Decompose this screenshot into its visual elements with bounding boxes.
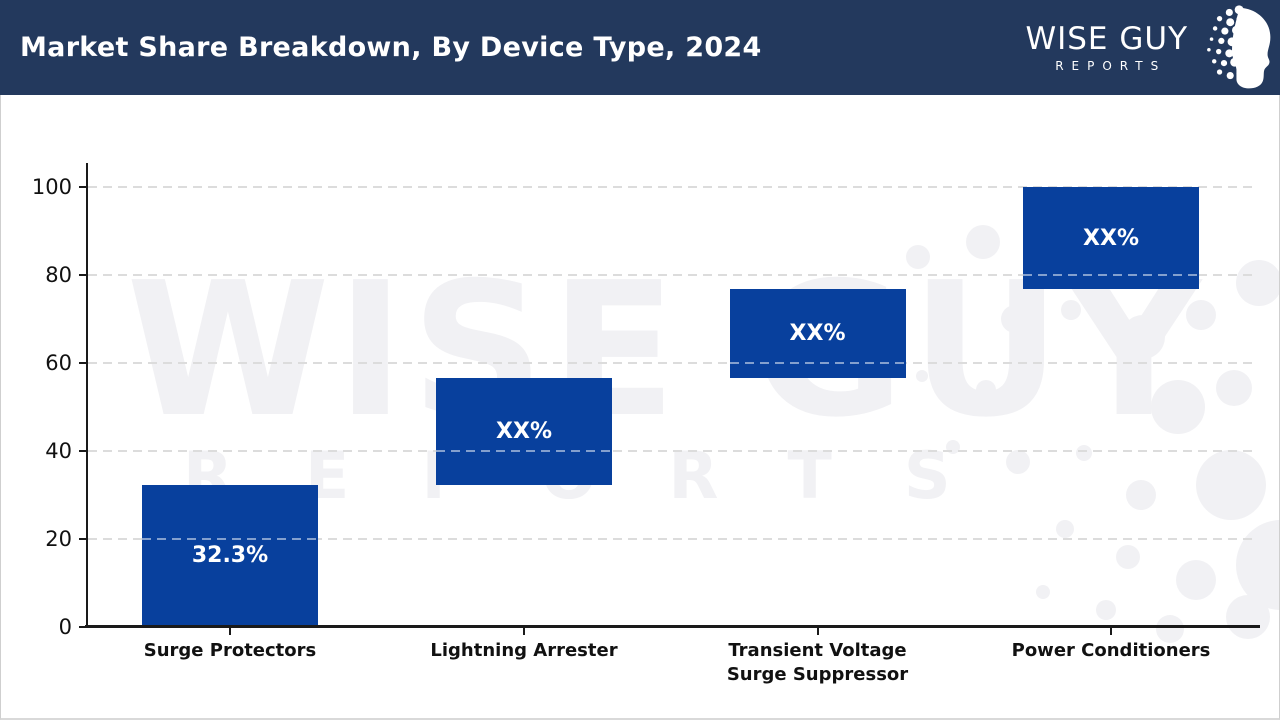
y-axis-tick-label: 20 [45,527,72,551]
category-label: Transient Voltage Surge Suppressor [726,640,909,686]
y-axis-tick [79,626,87,628]
bar-gridline-overlay [729,361,906,364]
y-axis-tick [79,362,87,364]
logo-subtext: REPORTS [1055,58,1167,73]
gridline [88,362,1258,364]
logo-wordmark: WISE GUY [1025,20,1188,57]
x-axis-tick [523,628,525,635]
bar-segment: XX% [1023,187,1199,290]
bar-value-label: XX% [789,321,846,347]
logo-text: WISE GUY REPORTS [1025,20,1188,73]
y-axis-tick-label: 40 [45,439,72,463]
bar-value-label: XX% [1083,225,1139,251]
x-axis-tick [229,628,231,635]
x-axis-tick [816,628,819,635]
wise-guy-logo: WISE GUY REPORTS [1025,4,1272,92]
gridline [88,450,1258,452]
chart-title: Market Share Breakdown, By Device Type, … [20,32,762,63]
category-label: Power Conditioners [1011,640,1211,661]
bar-gridline-overlay [436,449,612,452]
y-axis-tick-label: 100 [31,175,72,199]
watermark-wordmark: WISE GUY [126,242,1207,458]
bar-value-label: XX% [496,418,552,444]
y-axis-tick [79,186,87,188]
category-label: Lightning Arrester [430,640,618,661]
category-label: Surge Protectors [143,640,317,661]
x-axis-line [85,625,1260,628]
bar-segment: XX% [729,289,906,378]
logo-face-icon [1207,5,1271,89]
y-axis-line [86,163,88,627]
y-axis-tick [79,538,87,540]
bar-segment: XX% [436,377,612,485]
bar-segment: 32.3% [142,484,318,627]
bar-value-label: 32.3% [191,543,269,569]
x-axis-tick [1110,628,1112,635]
y-axis-tick-label: 0 [58,615,72,639]
y-axis-tick [79,274,87,276]
bar-gridline-overlay [142,537,318,540]
y-axis-tick-label: 80 [45,263,72,287]
gridline [88,538,1258,540]
gridline [88,186,1258,188]
bar-gridline-overlay [1023,274,1199,276]
header: Market Share Breakdown, By Device Type, … [0,0,1280,95]
y-axis-tick [79,450,87,452]
gridline [88,274,1258,276]
y-axis-tick-label: 60 [45,351,72,375]
